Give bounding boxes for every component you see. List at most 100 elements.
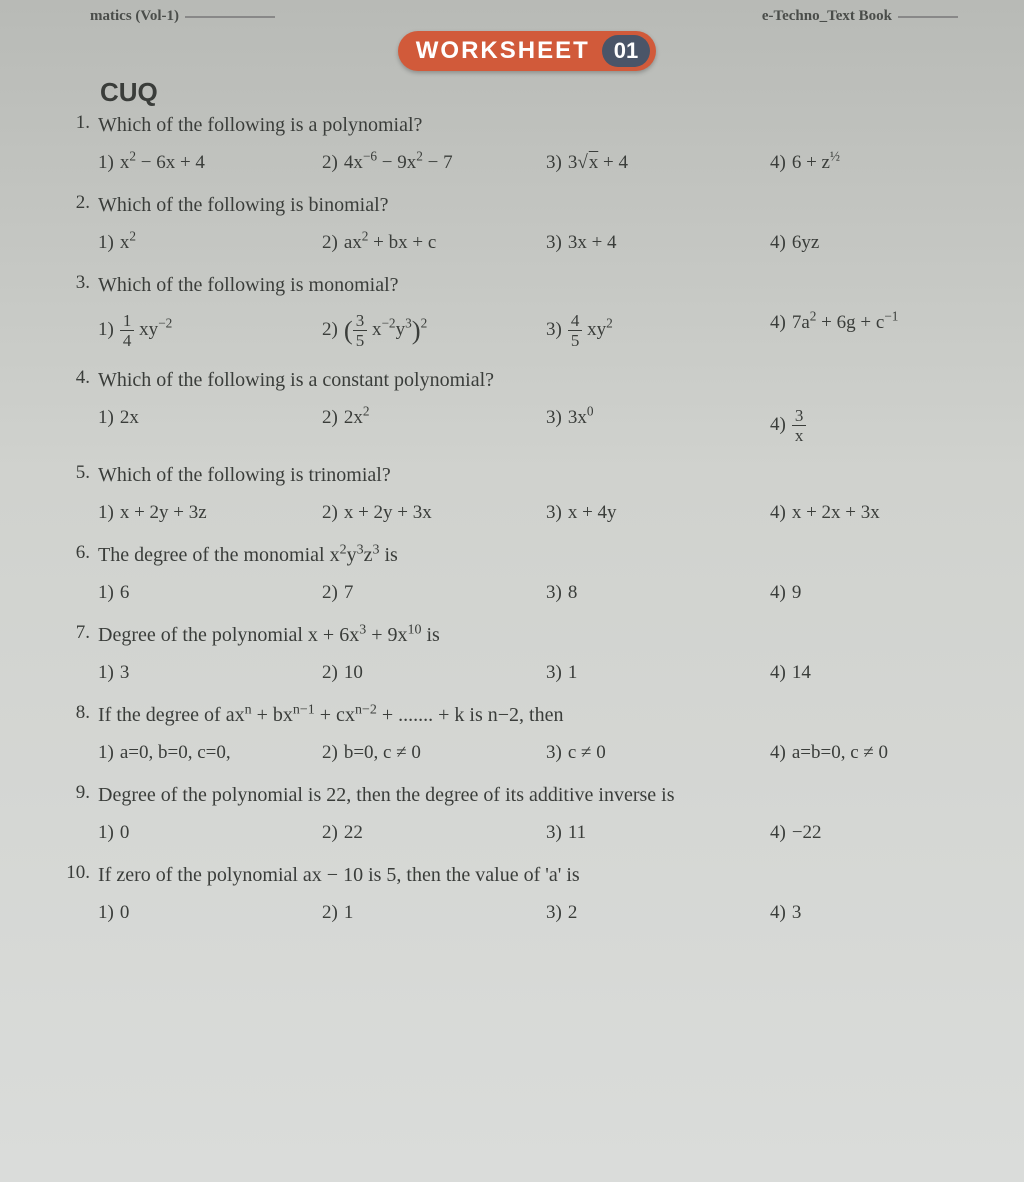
option-value: 22	[344, 822, 363, 843]
option-label: 1)	[98, 662, 114, 683]
option-value: 1	[568, 662, 578, 683]
option: 1)x2	[98, 228, 322, 258]
option: 2)(35 x−2y3)2	[322, 308, 546, 353]
option-value: 1	[344, 902, 354, 923]
option-label: 3)	[546, 902, 562, 923]
option-label: 4)	[770, 502, 786, 523]
worksheet-page: matics (Vol-1) e-Techno_Text Book WORKSH…	[0, 0, 1024, 1182]
option-value: b=0, c ≠ 0	[344, 742, 421, 763]
option: 3)11	[546, 818, 770, 848]
option-label: 1)	[98, 319, 114, 340]
option-label: 1)	[98, 582, 114, 603]
option-label: 4)	[770, 582, 786, 603]
option-value: 2	[568, 902, 578, 923]
option-label: 3)	[546, 232, 562, 253]
question-number: 9.	[60, 782, 90, 804]
question-text: Degree of the polynomial is 22, then the…	[98, 782, 994, 808]
question-text: If the degree of axn + bxn−1 + cxn−2 + .…	[98, 702, 994, 728]
header-left: matics (Vol-1)	[90, 8, 281, 25]
option-label: 1)	[98, 742, 114, 763]
option-value: c ≠ 0	[568, 742, 606, 763]
option: 2)4x−6 − 9x2 − 7	[322, 148, 546, 178]
option: 4) 6yz	[770, 228, 994, 258]
option: 1) 6	[98, 578, 322, 608]
option-value: a=0, b=0, c=0,	[120, 742, 231, 763]
page-header: matics (Vol-1) e-Techno_Text Book	[60, 8, 994, 25]
question: 2.Which of the following is binomial?1)x…	[60, 192, 994, 258]
question: 5.Which of the following is trinomial?1)…	[60, 462, 994, 528]
option-value: 6yz	[792, 232, 819, 253]
option-value: 7	[344, 582, 354, 603]
options-row: 1)2x2)2x23)3x04)3x	[98, 403, 994, 448]
option: 3)3x + 4	[546, 148, 770, 178]
question: 9. Degree of the polynomial is 22, then t…	[60, 782, 994, 848]
option-value: 2x	[120, 407, 139, 428]
option-value: (35 x−2y3)2	[344, 319, 427, 340]
option: 4)6 + z½	[770, 148, 994, 178]
option-label: 4)	[770, 232, 786, 253]
option-value: 7a2 + 6g + c−1	[792, 312, 899, 333]
options-row: 1) 14 xy−2 2)(35 x−2y3)23)45 xy24) 7a2 + 6g…	[98, 308, 994, 353]
worksheet-badge: WORKSHEET 01	[60, 31, 994, 71]
question-text: The degree of the monomial x2y3z3 is	[98, 542, 994, 568]
option-label: 3)	[546, 502, 562, 523]
option-value: 14 xy−2	[120, 319, 172, 340]
option-label: 4)	[770, 414, 786, 435]
options-row: 1)x + 2y + 3z2)x + 2y + 3x3)x + 4y4)x + …	[98, 498, 994, 528]
option-label: 2)	[322, 502, 338, 523]
question-number: 8.	[60, 702, 90, 724]
badge-number: 01	[602, 35, 650, 67]
option-label: 1)	[98, 902, 114, 923]
option: 3)45 xy2	[546, 308, 770, 353]
option: 3) c ≠ 0	[546, 738, 770, 768]
option-value: 14	[792, 662, 811, 683]
option: 1) a=0, b=0, c=0,	[98, 738, 322, 768]
option-value: 11	[568, 822, 586, 843]
question-number: 3.	[60, 272, 90, 294]
option-value: 0	[120, 822, 130, 843]
option: 2)b=0, c ≠ 0	[322, 738, 546, 768]
option: 3)1	[546, 658, 770, 688]
question-text: If zero of the polynomial ax − 10 is 5, …	[98, 862, 994, 888]
question: 4.Which of the following is a constant p…	[60, 367, 994, 448]
option: 1)0	[98, 818, 322, 848]
option-value: 3x0	[568, 407, 594, 428]
option-value: −22	[792, 822, 822, 843]
option-value: 3x + 4	[568, 232, 617, 253]
options-row: 1)a=0, b=0, c=0,2)b=0, c ≠ 03)c ≠ 04)a=b…	[98, 738, 994, 768]
option-label: 1)	[98, 407, 114, 428]
option-label: 4)	[770, 662, 786, 683]
option-label: 4)	[770, 742, 786, 763]
option: 1)x2 − 6x + 4	[98, 148, 322, 178]
option: 2)1	[322, 898, 546, 928]
question-number: 10.	[60, 862, 90, 884]
option-value: 3	[792, 902, 802, 923]
option-label: 4)	[770, 822, 786, 843]
question: 10. If zero of the polynomial ax − 10 is …	[60, 862, 994, 928]
option-value: 6	[120, 582, 130, 603]
option-value: x + 2y + 3z	[120, 502, 207, 523]
option-value: x + 2x + 3x	[792, 502, 880, 523]
option: 1) 0	[98, 898, 322, 928]
option: 2)x + 2y + 3x	[322, 498, 546, 528]
option-label: 3)	[546, 152, 562, 173]
option-value: 8	[568, 582, 578, 603]
option: 2)ax2 + bx + c	[322, 228, 546, 258]
question: 6.The degree of the monomial x2y3z3 is1)…	[60, 542, 994, 608]
option-value: 3x	[792, 414, 807, 435]
option: 4) 14	[770, 658, 994, 688]
option: 3)x + 4y	[546, 498, 770, 528]
option-label: 3)	[546, 742, 562, 763]
option-value: 3	[120, 662, 130, 683]
question-number: 5.	[60, 462, 90, 484]
option-value: 9	[792, 582, 802, 603]
option-label: 2)	[322, 232, 338, 253]
option: 1) 2x	[98, 403, 322, 448]
option-value: 0	[120, 902, 130, 923]
option-value: x2	[120, 232, 136, 253]
option-label: 4)	[770, 312, 786, 333]
options-row: 1)62)73)84)9	[98, 578, 994, 608]
option-label: 2)	[322, 582, 338, 603]
section-title: CUQ	[100, 77, 994, 108]
question: 1.Which of the following is a polynomial…	[60, 112, 994, 178]
